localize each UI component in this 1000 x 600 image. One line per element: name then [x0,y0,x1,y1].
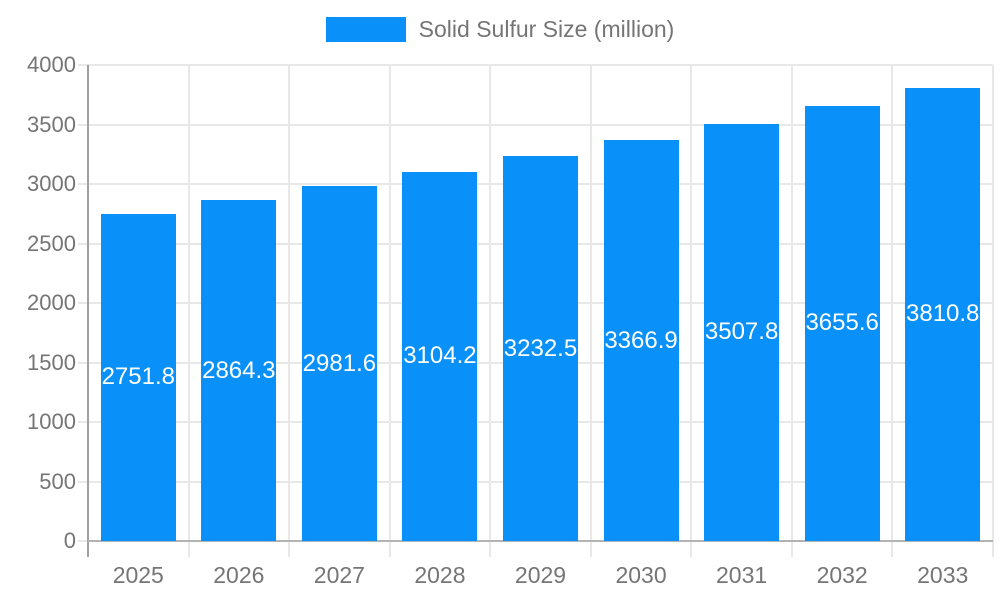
bar-value-label: 3232.5 [503,334,578,362]
y-tick-mark [78,361,88,364]
legend-label: Solid Sulfur Size (million) [418,16,675,42]
bar-value-label: 2751.8 [101,363,175,391]
bar-value-label: 2981.6 [302,349,377,377]
x-tick-label: 2026 [213,562,265,588]
y-tick-label: 1000 [27,409,76,434]
y-tick-mark [78,64,88,66]
bar [704,123,780,541]
x-gridline [388,65,391,557]
y-tick-mark [78,480,88,483]
bar-value-label: 3655.6 [805,309,879,337]
bar [100,213,176,541]
x-gridline [187,65,190,557]
x-tick-label: 2030 [615,562,667,588]
y-tick-label: 3500 [27,111,76,137]
bar-value-label: 3104.2 [403,342,477,370]
x-gridline [891,65,894,557]
y-tick-label: 3000 [27,171,76,196]
y-tick-mark [78,421,88,423]
legend: Solid Sulfur Size (million) [0,17,1000,42]
y-tick-mark [78,540,88,542]
x-axis-line [88,540,993,542]
bar [402,171,478,541]
bar-value-label: 3810.8 [906,300,980,328]
y-tick-mark [78,242,88,245]
x-tick-label: 2029 [514,562,567,588]
y-tick-label: 500 [39,468,76,494]
y-tick-label: 1500 [27,349,76,375]
bar [804,105,880,541]
y-tick-label: 4000 [27,52,76,77]
bar-value-label: 3507.8 [704,318,779,346]
x-gridline [790,65,793,557]
y-tick-label: 2000 [27,290,76,315]
y-tick-mark [78,302,88,304]
x-gridline [690,65,693,557]
y-axis-line [87,65,89,557]
bar-value-label: 3366.9 [604,326,678,354]
bar [905,87,981,541]
x-gridline [288,65,291,557]
y-tick-label: 2500 [27,230,76,256]
bar [603,140,679,541]
bar [201,200,277,541]
x-tick-label: 2032 [816,562,868,588]
x-gridline [992,65,994,557]
x-tick-label: 2033 [917,562,969,588]
y-tick-mark [78,183,88,185]
y-gridline [88,64,993,66]
y-tick-mark [78,123,88,126]
legend-swatch [325,17,406,42]
y-gridline [88,123,993,126]
bar [301,186,377,541]
x-gridline [589,65,592,557]
x-tick-label: 2027 [313,562,365,588]
bar-value-label: 2864.3 [202,356,276,384]
x-tick-label: 2031 [716,562,768,588]
x-tick-label: 2025 [112,562,164,588]
y-tick-label: 0 [63,528,76,553]
bar [503,156,578,541]
x-gridline [489,65,492,557]
x-tick-label: 2028 [414,562,466,588]
